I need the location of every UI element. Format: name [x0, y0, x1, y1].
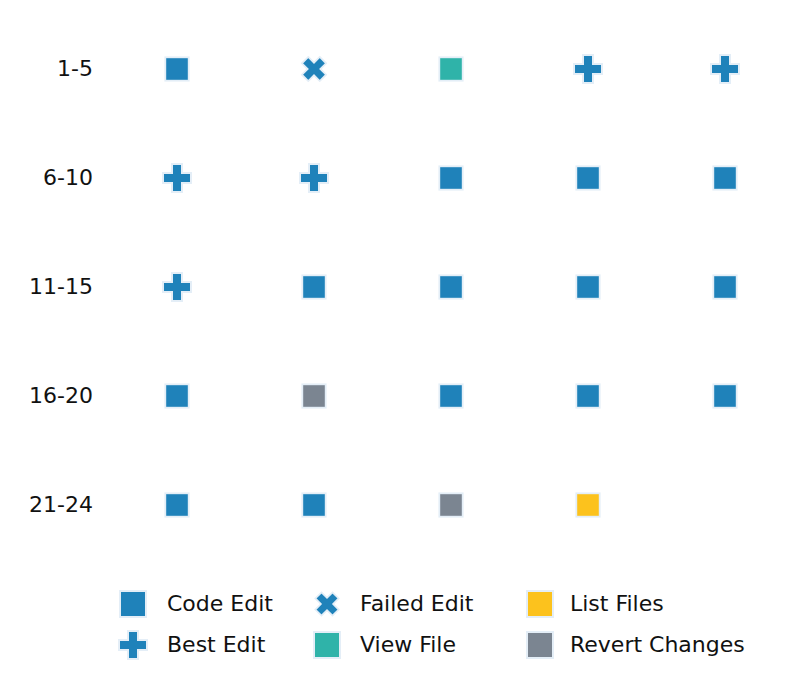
- marker-code-edit: [438, 274, 465, 301]
- row-label: 11-15: [0, 276, 93, 298]
- marker-best-edit: [710, 54, 740, 84]
- marker-best-edit: [162, 163, 192, 193]
- marker-view-file: [438, 56, 465, 83]
- marker-code-edit: [438, 383, 465, 410]
- marker-revert-changes: [301, 383, 328, 410]
- marker-code-edit: [712, 165, 739, 192]
- marker-revert-changes: [438, 492, 465, 519]
- marker-code-edit: [164, 492, 191, 519]
- marker-code-edit: [164, 56, 191, 83]
- marker-code-edit: [301, 274, 328, 301]
- marker-best-edit: [162, 272, 192, 302]
- row-label: 6-10: [0, 167, 93, 189]
- row-label: 1-5: [0, 58, 93, 80]
- marker-code-edit: [575, 274, 602, 301]
- marker-code-edit: [575, 165, 602, 192]
- row-label: 21-24: [0, 494, 93, 516]
- marker-list-files: [575, 492, 602, 519]
- marker-code-edit: [438, 165, 465, 192]
- marker-code-edit: [712, 383, 739, 410]
- row-label: 16-20: [0, 385, 93, 407]
- marker-code-edit: [575, 383, 602, 410]
- marker-code-edit: [164, 383, 191, 410]
- marker-best-edit: [299, 163, 329, 193]
- marker-best-edit: [573, 54, 603, 84]
- marker-failed-edit: [301, 56, 328, 83]
- actions-by-step-chart: 1-56-1011-1516-2021-24 Code EditFailed E…: [0, 0, 809, 684]
- marker-code-edit: [301, 492, 328, 519]
- plot-area: 1-5 6-10 11-15 16-20 21-24: [0, 0, 809, 684]
- marker-code-edit: [712, 274, 739, 301]
